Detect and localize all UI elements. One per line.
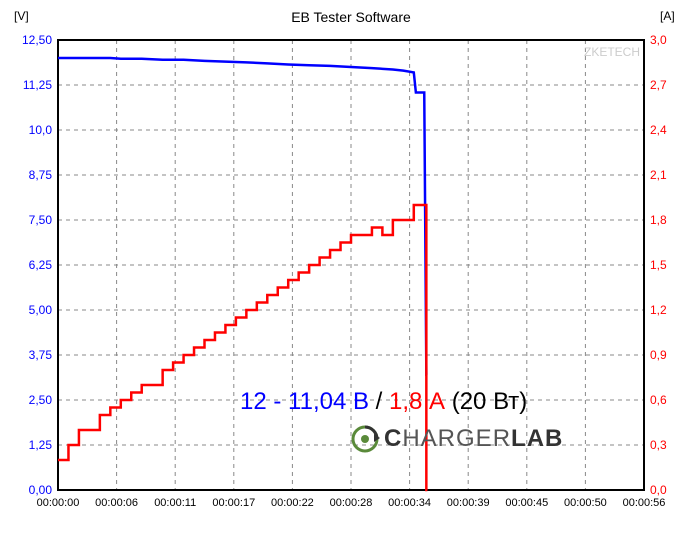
ytick-left: 5,00	[29, 303, 53, 317]
xtick: 00:00:45	[505, 497, 548, 509]
ytick-left: 2,50	[29, 393, 53, 407]
ytick-left: 11,25	[23, 78, 52, 92]
ytick-right: 0,6	[650, 393, 667, 407]
ytick-left: 1,25	[29, 438, 53, 452]
right-unit-label: [A]	[660, 9, 675, 23]
xtick: 00:00:06	[95, 497, 138, 509]
brand-logo: CHARGERLAB	[350, 424, 563, 454]
ytick-left: 7,50	[29, 213, 53, 227]
logo-dot	[361, 435, 369, 443]
ytick-right: 2,7	[650, 78, 667, 92]
logo-suffix: LAB	[511, 425, 563, 452]
ytick-right: 1,8	[650, 213, 667, 227]
ytick-left: 0,00	[29, 483, 53, 497]
xtick: 00:00:17	[212, 497, 255, 509]
xtick: 00:00:34	[388, 497, 431, 509]
ytick-right: 2,4	[650, 123, 667, 137]
brand-text: CHARGERLAB	[384, 425, 563, 453]
chart-title: EB Tester Software	[291, 9, 411, 25]
ytick-left: 8,75	[29, 168, 53, 182]
xtick: 00:00:56	[623, 497, 666, 509]
ytick-left: 10,0	[29, 123, 53, 137]
ytick-right: 1,5	[650, 258, 667, 272]
xtick: 00:00:00	[37, 497, 80, 509]
ytick-left: 6,25	[29, 258, 53, 272]
chargerlab-icon	[350, 424, 380, 454]
ytick-right: 0,0	[650, 483, 667, 497]
watermark: ZKETECH	[584, 45, 640, 59]
logo-rest: HARGER	[402, 425, 511, 452]
chart-svg: [V] [A] EB Tester Software 0,00 0,0 1,25 0,3 2,…	[0, 0, 691, 539]
xtick: 00:00:39	[447, 497, 490, 509]
xtick: 00:00:11	[154, 497, 196, 509]
xtick: 00:00:28	[330, 497, 373, 509]
logo-prefix: C	[384, 425, 402, 452]
left-unit-label: [V]	[14, 9, 29, 23]
ytick-left: 12,50	[22, 33, 52, 47]
xtick: 00:00:22	[271, 497, 314, 509]
ytick-right: 3,0	[650, 33, 667, 47]
voltage-series	[58, 58, 427, 375]
ytick-right: 2,1	[650, 168, 667, 182]
ytick-right: 0,3	[650, 438, 667, 452]
ytick-right: 0,9	[650, 348, 667, 362]
ytick-left: 3,75	[29, 348, 53, 362]
chart-container: [V] [A] EB Tester Software 0,00 0,0 1,25 0,3 2,…	[0, 0, 691, 539]
ytick-right: 1,2	[650, 303, 667, 317]
xtick: 00:00:50	[564, 497, 607, 509]
